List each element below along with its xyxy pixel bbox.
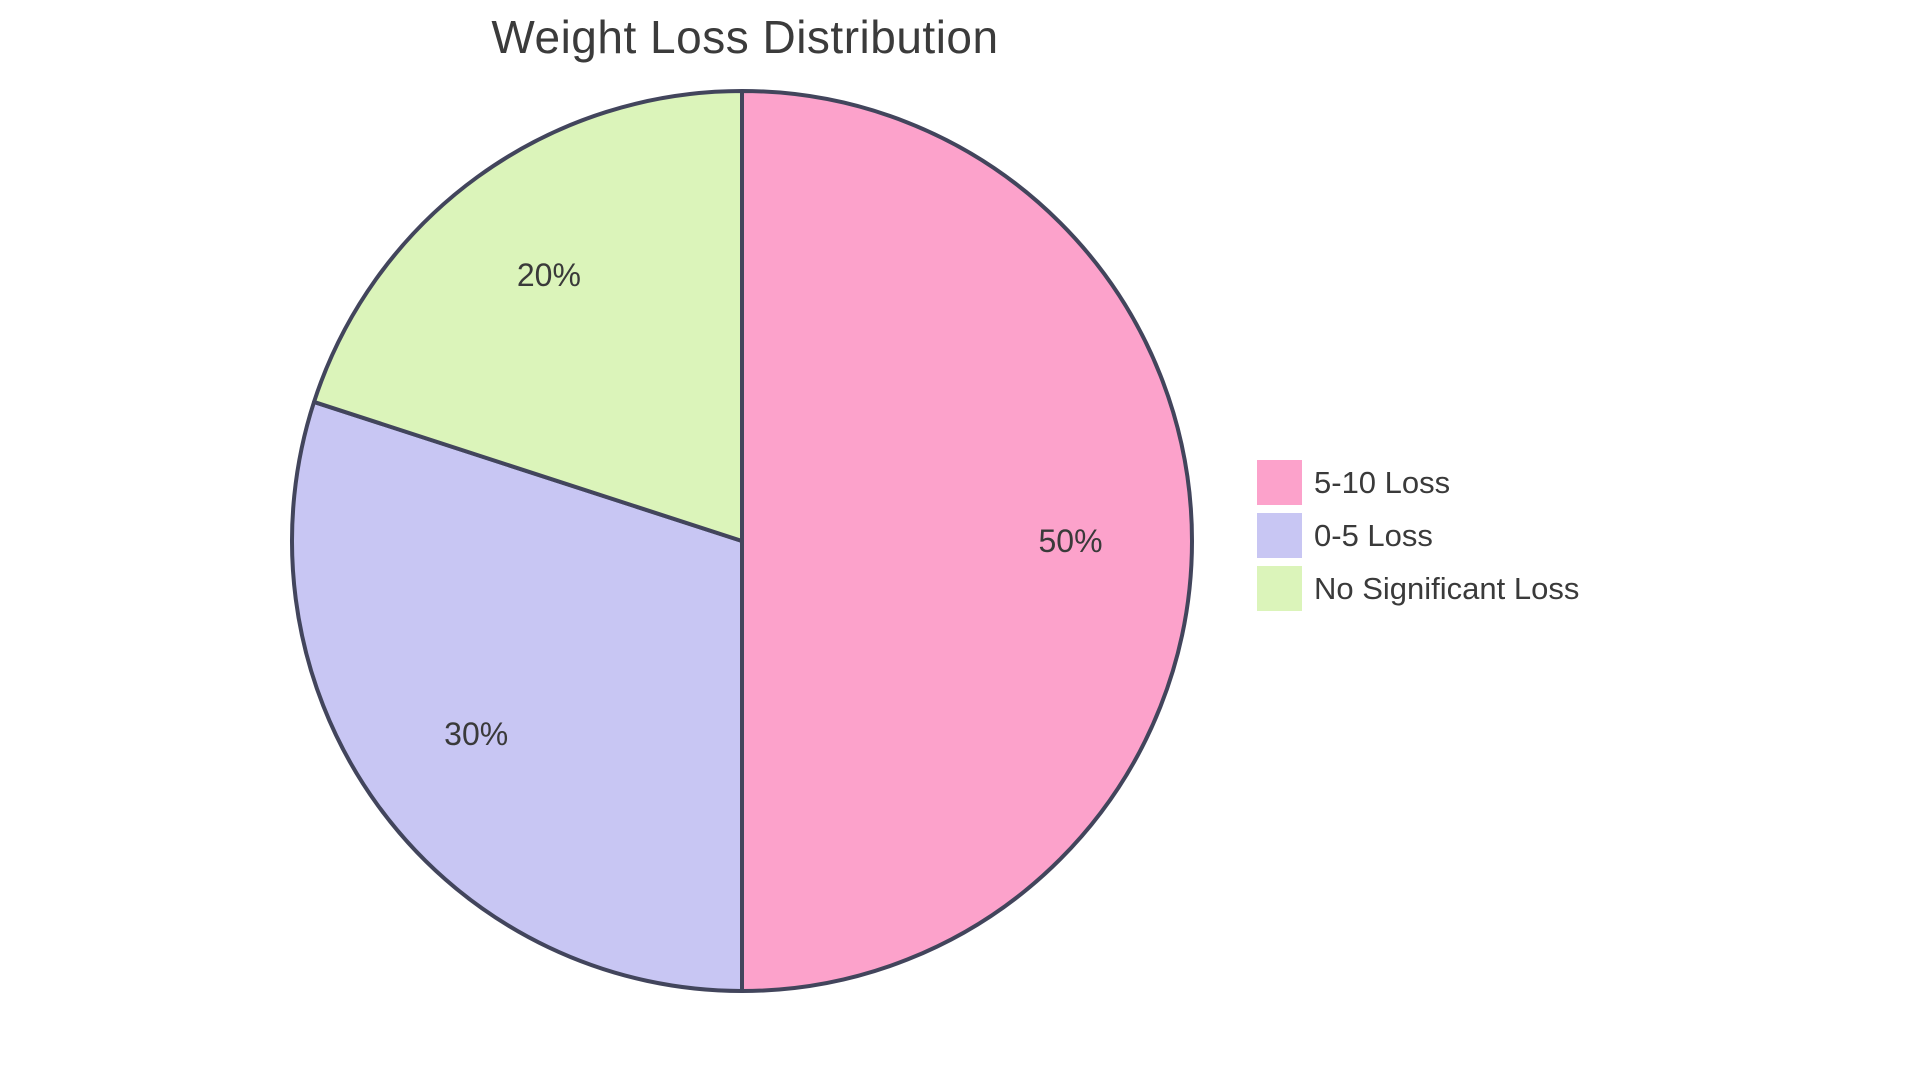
- slice-pct-label-20%: 20%: [517, 257, 581, 293]
- legend-label-5-10-loss: 5-10 Loss: [1314, 464, 1451, 500]
- legend-label-no-significant-loss: No Significant Loss: [1314, 570, 1580, 606]
- legend-label-0-5-loss: 0-5 Loss: [1314, 517, 1433, 553]
- pie-slice-no-significant-loss: [312, 89, 744, 543]
- legend-swatch-0-5-loss: [1257, 513, 1302, 558]
- legend-item-0-5-loss: 0-5 Loss: [1257, 513, 1579, 558]
- legend-swatch-no-significant-loss: [1257, 566, 1302, 611]
- pie-slice-5-10-loss: [740, 89, 1194, 993]
- slice-pct-label-30%: 30%: [444, 716, 508, 752]
- chart-title: Weight Loss Distribution: [491, 11, 999, 63]
- legend-item-5-10-loss: 5-10 Loss: [1257, 460, 1579, 505]
- legend-item-no-significant-loss: No Significant Loss: [1257, 566, 1579, 611]
- pie-slice-0-5-loss: [289, 399, 744, 993]
- slice-pct-label-50%: 50%: [1038, 523, 1102, 559]
- legend: 5-10 Loss 0-5 Loss No Significant Loss: [1257, 460, 1579, 611]
- legend-swatch-5-10-loss: [1257, 460, 1302, 505]
